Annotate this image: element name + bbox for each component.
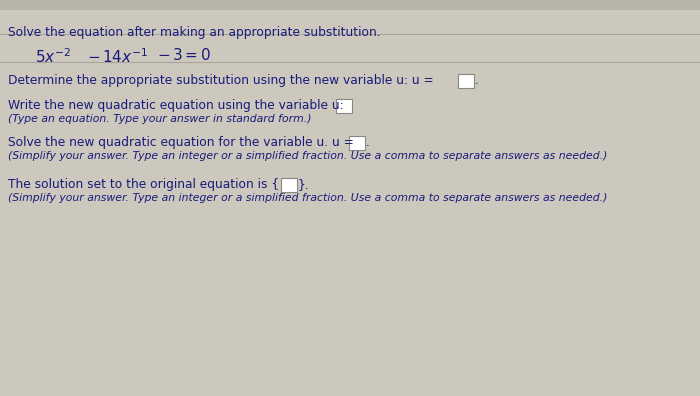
- Text: Write the new quadratic equation using the variable u:: Write the new quadratic equation using t…: [8, 99, 344, 112]
- Text: (Simplify your answer. Type an integer or a simplified fraction. Use a comma to : (Simplify your answer. Type an integer o…: [8, 151, 608, 161]
- Bar: [336, 99, 352, 113]
- Text: $5x^{-2}$: $5x^{-2}$: [35, 47, 71, 66]
- Bar: [349, 136, 365, 150]
- Text: $-\,14x^{-1}$: $-\,14x^{-1}$: [87, 47, 148, 66]
- Text: Solve the new quadratic equation for the variable u. u =: Solve the new quadratic equation for the…: [8, 136, 354, 149]
- Text: (Type an equation. Type your answer in standard form.): (Type an equation. Type your answer in s…: [8, 114, 312, 124]
- Bar: [281, 178, 297, 192]
- Bar: [0, 0, 700, 10]
- Text: Solve the equation after making an appropriate substitution.: Solve the equation after making an appro…: [8, 26, 381, 39]
- Text: .: .: [475, 74, 479, 87]
- Text: (Simplify your answer. Type an integer or a simplified fraction. Use a comma to : (Simplify your answer. Type an integer o…: [8, 193, 608, 203]
- Text: $-\,3=0$: $-\,3=0$: [157, 47, 211, 63]
- Text: The solution set to the original equation is {: The solution set to the original equatio…: [8, 178, 279, 191]
- Text: .: .: [366, 136, 370, 149]
- Text: Determine the appropriate substitution using the new variable u: u =: Determine the appropriate substitution u…: [8, 74, 433, 87]
- Text: }.: }.: [298, 178, 309, 191]
- Bar: [458, 74, 474, 88]
